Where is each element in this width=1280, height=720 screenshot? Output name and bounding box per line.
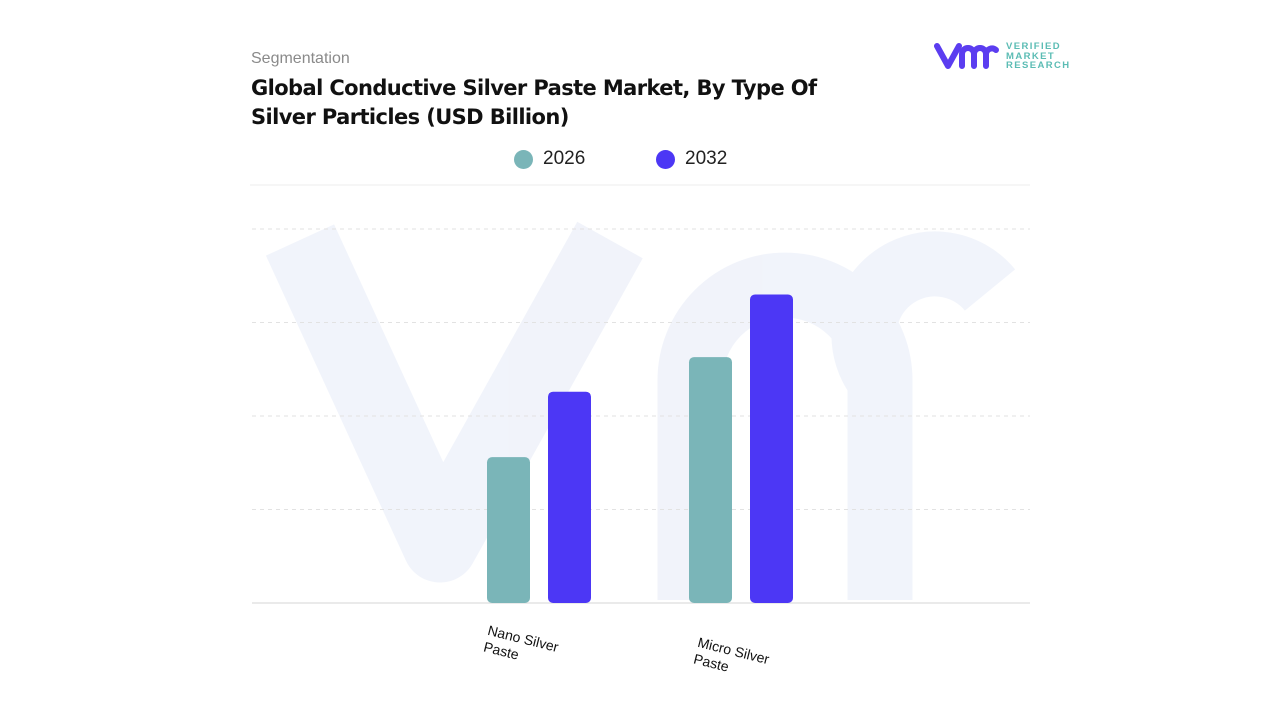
legend-label-2032: 2032: [685, 148, 728, 169]
watermark: [265, 221, 1016, 600]
legend-item-2032[interactable]: 2032: [656, 148, 727, 170]
bar-nano-2032[interactable]: [548, 391, 591, 603]
chart-title: Global Conductive Silver Paste Market, B…: [251, 76, 817, 129]
bar-micro-2032[interactable]: [750, 294, 793, 603]
legend-swatch-2032: [656, 149, 675, 169]
section-label: Segmentation: [251, 50, 350, 67]
vmr-logo-icon: [934, 43, 999, 70]
legend-swatch-2026: [514, 149, 533, 169]
bar-nano-2026[interactable]: [487, 457, 530, 603]
legend-label-2026: 2026: [543, 148, 586, 169]
legend-item-2026[interactable]: 2026: [514, 148, 585, 170]
legend: 2026 2032: [0, 148, 1280, 174]
bar-micro-2026[interactable]: [689, 357, 732, 603]
logo-text: VERIFIED MARKET RESEARCH: [1006, 41, 1071, 71]
logo: VERIFIED MARKET RESEARCH: [934, 42, 1071, 71]
